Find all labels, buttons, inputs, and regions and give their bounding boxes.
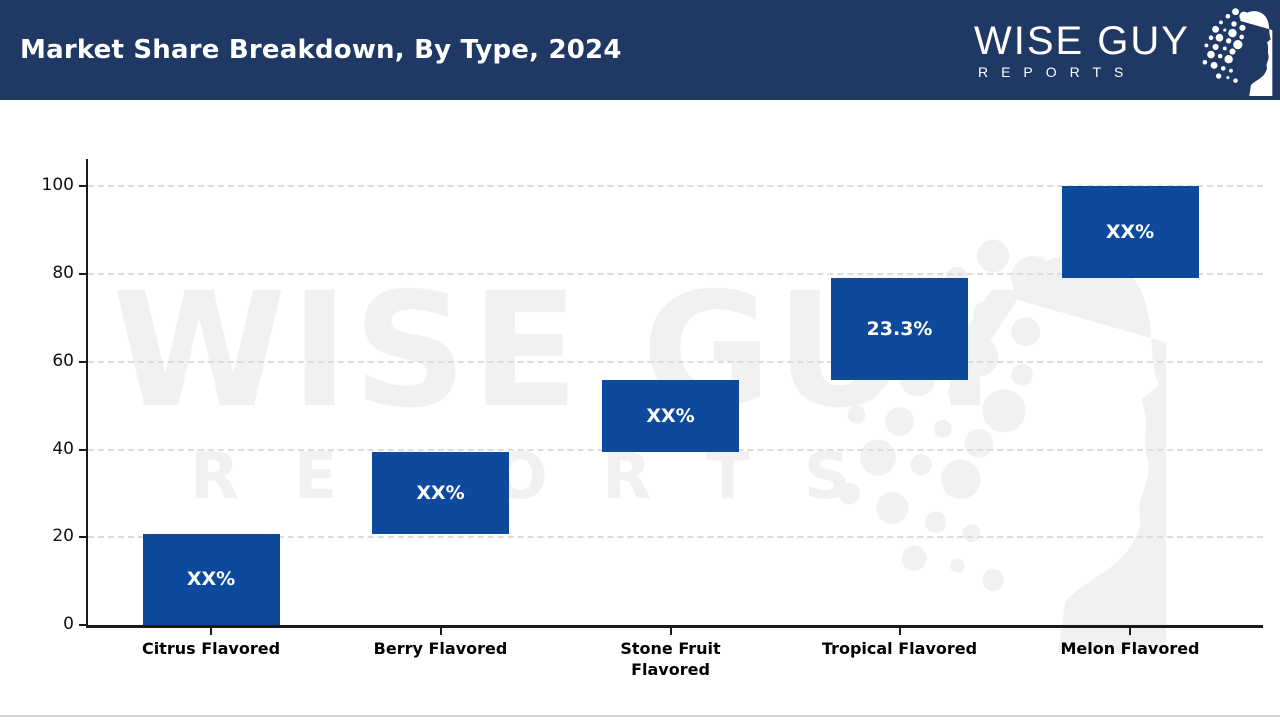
y-axis-line [86,159,88,628]
x-category-label: Stone Fruit Flavored [620,639,721,679]
gridline [88,536,1263,539]
gridline [88,185,1263,188]
bar-value-label: XX% [646,404,695,427]
gridline [88,273,1263,275]
y-tick-label: 80 [52,263,74,283]
bar-segment: XX% [142,533,280,625]
watermark-letter: R [602,440,652,514]
y-tick-mark [79,448,86,451]
y-axis-labels: 0 20 40 60 80 100 [0,155,74,633]
x-tick-mark [898,628,901,635]
x-category-label: Melon Flavored [1060,639,1200,658]
y-tick-label: 20 [52,526,74,547]
x-tick-mark [439,628,442,635]
header-bar: Market Share Breakdown, By Type, 2024 WI… [0,0,1280,100]
bar-value-label: 23.3% [866,318,933,341]
y-tick-mark [79,536,86,539]
y-tick-mark [79,185,86,188]
bar-value-label: XX% [186,568,236,591]
x-tick-mark [1129,628,1131,635]
watermark-letter: R [190,440,240,514]
y-tick-label: 100 [41,175,74,196]
y-tick-label: 40 [52,438,74,459]
y-tick-mark [79,360,86,363]
x-tick-mark [669,628,672,635]
watermark-letter: E [293,440,338,514]
bar-segment: 23.3% [831,277,968,381]
dotted-head-logo-icon [1194,4,1274,96]
y-tick-label: 0 [63,614,74,634]
wise-guy-logo: WISE GUY REPORTS [974,0,1274,100]
logo-subtitle: REPORTS [977,63,1137,80]
x-category-label: Berry Flavored [373,639,508,658]
y-tick-mark [79,273,86,275]
y-tick-label: 60 [52,350,74,371]
plot-area: XX% Citrus Flavored XX% Berry Flavored XX% St… [79,155,1263,679]
bar-segment: XX% [372,451,509,534]
bottom-divider [0,715,1280,717]
bar-segment: XX% [602,380,739,452]
x-axis-line [86,625,1263,628]
y-tick-mark [79,624,86,626]
gridline [88,360,1263,363]
page-title: Market Share Breakdown, By Type, 2024 [20,35,622,65]
bar-segment: XX% [1061,186,1199,278]
watermark-letter: T [705,440,750,514]
bar-value-label: XX% [416,481,465,504]
x-category-label: Citrus Flavored [141,639,281,658]
logo-wordmark: WISE GUY [973,18,1190,63]
x-tick-mark [210,628,212,635]
x-category-label: Tropical Flavored [821,639,978,658]
bar-value-label: XX% [1105,221,1155,244]
